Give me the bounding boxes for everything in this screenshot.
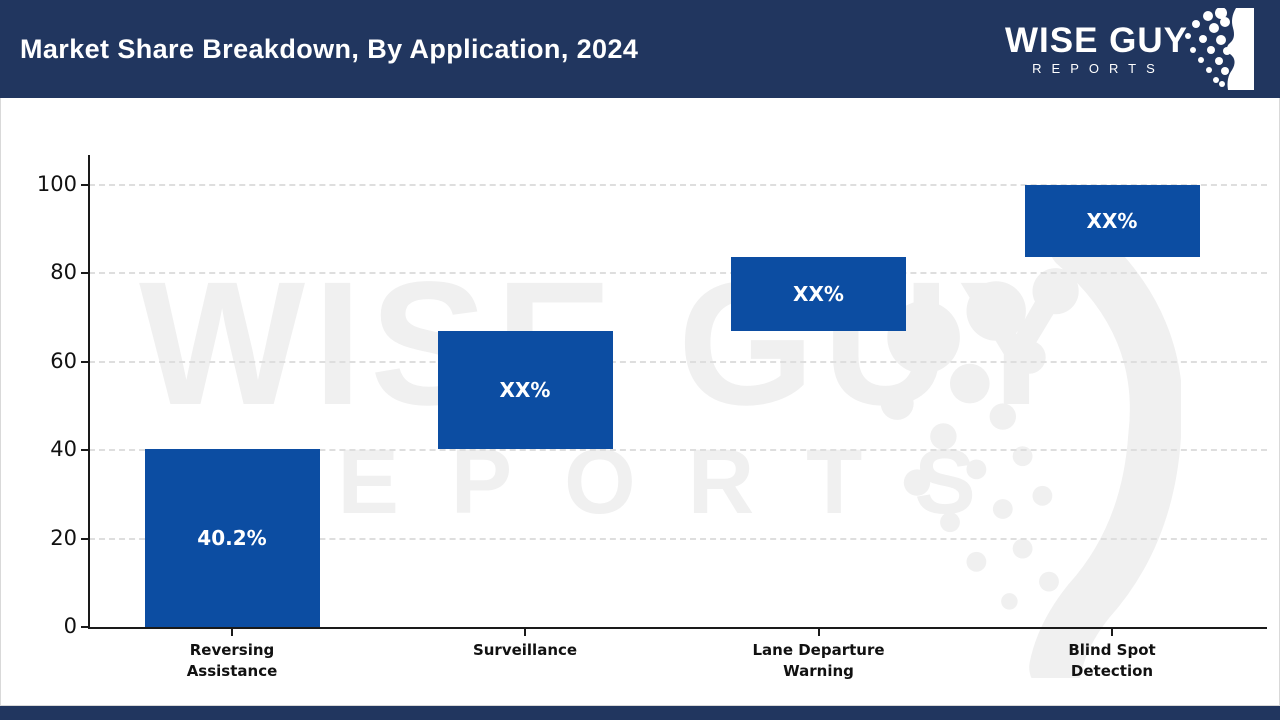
- category-label-line: Blind Spot: [1068, 641, 1156, 659]
- bar-data-label: 40.2%: [197, 526, 267, 551]
- wiseguy-logo-line1: WISE GUY: [1004, 21, 1188, 60]
- y-tick-label: 20: [50, 525, 77, 550]
- wiseguy-logo-face-icon: [1185, 8, 1254, 90]
- gridline: [89, 360, 1267, 363]
- y-tick-label: 100: [36, 171, 77, 196]
- chart-canvas: WISE GUY REPORTS 0 20 40 60 80 100 40.2% Revers…: [0, 98, 1280, 706]
- bar-data-label: XX%: [793, 281, 844, 306]
- chart-title: Market Share Breakdown, By Application, …: [20, 33, 639, 64]
- x-axis-line: [88, 627, 1267, 629]
- watermark-reports-text: REPORTS: [219, 431, 1028, 533]
- bar: [731, 257, 906, 331]
- y-tick: [81, 360, 89, 363]
- y-axis-line: [88, 155, 90, 629]
- category-label: Reversing Assistance: [102, 640, 362, 682]
- bar: [437, 330, 613, 450]
- y-tick: [81, 449, 89, 451]
- y-tick-label: 80: [50, 260, 77, 284]
- gridline: [89, 183, 1267, 186]
- bar-data-label: XX%: [499, 377, 551, 402]
- gridline: [89, 272, 1267, 274]
- category-label-line: Assistance: [186, 662, 278, 680]
- category-label-line: Reversing: [189, 641, 275, 659]
- category-label-line: Surveillance: [472, 641, 578, 659]
- bar: [1024, 184, 1200, 258]
- wiseguy-logo: WISE GUY REPORTS: [1005, 8, 1254, 90]
- x-tick: [1111, 629, 1113, 636]
- gridline: [89, 449, 1267, 451]
- bar-data-label: XX%: [1086, 208, 1138, 233]
- category-label: Lane Departure Warning: [689, 640, 949, 682]
- y-tick-label: 0: [63, 614, 77, 638]
- plot-area: 0 20 40 60 80 100 40.2% Reversing Assistance XX% S…: [1, 98, 1279, 705]
- y-tick: [81, 272, 89, 274]
- header-bar: Market Share Breakdown, By Application, …: [0, 0, 1280, 98]
- x-tick: [231, 629, 233, 636]
- y-tick-label: 40: [50, 437, 77, 461]
- y-tick: [81, 626, 89, 628]
- category-label-line: Warning: [783, 662, 854, 680]
- y-tick: [81, 183, 89, 186]
- category-label-line: Lane Departure: [752, 641, 885, 659]
- category-label-line: Detection: [1070, 662, 1154, 680]
- footer-bar: [0, 706, 1280, 720]
- x-tick: [817, 629, 820, 636]
- y-tick: [81, 537, 89, 540]
- category-label: Blind Spot Detection: [982, 640, 1242, 682]
- wiseguy-logo-line2: REPORTS: [1032, 61, 1165, 76]
- x-tick: [524, 629, 526, 636]
- gridline: [89, 537, 1267, 540]
- bar: [144, 449, 320, 627]
- category-label: Surveillance: [395, 640, 655, 661]
- y-tick-label: 60: [50, 348, 77, 373]
- wiseguy-logo-text: WISE GUY REPORTS: [1005, 23, 1188, 75]
- wiseguy-face-watermark: [880, 218, 1181, 678]
